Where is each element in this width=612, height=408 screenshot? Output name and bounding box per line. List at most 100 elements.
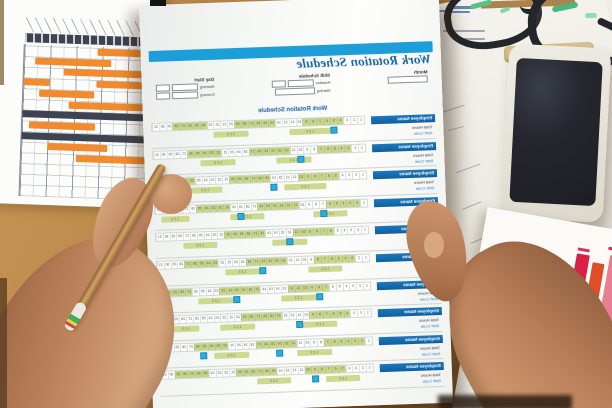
day-cell: 23 [210, 232, 218, 240]
day-cell: 3 [344, 144, 352, 152]
desk-edge-shadow [0, 278, 7, 408]
employee-sub2: Shift Code [414, 157, 434, 164]
day-cell: 13 [278, 229, 287, 237]
form-month: Month [387, 69, 428, 84]
shift-span: 1 2 3 [198, 296, 234, 305]
day-cell: 10 [300, 256, 308, 264]
highlight-square [311, 375, 320, 383]
employee-band: Employee Name [370, 114, 436, 125]
day-cell: 16 [256, 175, 264, 183]
day-cell: 20 [234, 341, 242, 349]
day-cell: 15 [269, 340, 277, 348]
day-cell: 1 [357, 116, 365, 124]
day-cell: 19 [237, 231, 245, 239]
day-cell: 18 [243, 203, 251, 211]
day-cell: 17 [247, 120, 255, 128]
day-cell: 8 [309, 118, 317, 126]
day-cell: 18 [248, 341, 256, 349]
day-cell: 9 [307, 256, 315, 264]
day-cell: 26 [187, 150, 195, 158]
day-cell: 4 [342, 282, 350, 290]
day-cell: 17 [254, 313, 262, 321]
day-cell: 1 [364, 337, 372, 345]
day-cell: 25 [197, 260, 205, 268]
day-cell: 12 [284, 201, 292, 210]
paper-text-line [443, 30, 485, 32]
day-cell: 21 [225, 259, 233, 267]
day-cell: 20 [232, 258, 240, 267]
day-cell: 3 [343, 117, 351, 125]
day-cell: 4 [338, 172, 346, 180]
evening-field2 [156, 92, 171, 100]
employee-sub1: Total Hours [414, 179, 435, 186]
day-cell: 13 [279, 257, 287, 265]
shift-span: 1 2 3 [313, 209, 348, 218]
day-cell: 19 [234, 120, 242, 129]
day-cell: 25 [193, 122, 201, 130]
shift-span: 1 2 3 [256, 377, 292, 385]
day-cell: 11 [290, 174, 298, 182]
day-cell: 14 [269, 147, 277, 155]
day-cell: 1 [358, 144, 366, 152]
day-cell: 2 [350, 116, 358, 125]
day-cell: 18 [246, 286, 254, 294]
day-cell: 25 [195, 205, 203, 213]
day-cell: 20 [232, 286, 241, 294]
day-cell: 14 [274, 312, 283, 320]
gantt-bar [68, 101, 151, 112]
shift-span: 1 2 3 [325, 375, 361, 383]
employee-sub2: Shift Code [422, 378, 442, 385]
day-cell: 5 [337, 338, 345, 346]
day-cell: 18 [241, 148, 249, 156]
day-cell: 22 [216, 204, 224, 212]
day-cell: 15 [262, 147, 270, 155]
day-cell: 7 [316, 118, 324, 126]
day-cell: 23 [206, 121, 214, 130]
employee-sub1: Total Hours [418, 317, 440, 323]
gantt-bar [28, 121, 95, 131]
day-cell: 23 [214, 342, 222, 350]
shift-span: 1 2 3 [289, 127, 332, 136]
day-cell: 26 [191, 288, 200, 296]
day-cell: 11 [297, 367, 305, 375]
day-cell: 23 [212, 287, 220, 295]
day-cell: 8 [311, 173, 319, 181]
day-cell: 16 [255, 147, 263, 155]
gantt-separator [22, 110, 155, 122]
day-cell: 3 [350, 310, 358, 318]
day-cell: 16 [257, 202, 265, 211]
day-cell: 16 [259, 258, 267, 266]
day-cell: 7 [321, 283, 329, 291]
day-cell: 6 [325, 200, 333, 208]
day-cell: 3 [347, 227, 355, 235]
day-grid: 1 2 3 4 5 6 7 8 9 10 11 12 13 14 15 16 17 18 19 20 21 22 23 24 2… [152, 143, 367, 168]
day-cell: 10 [297, 173, 305, 182]
day-cell: 10 [301, 284, 309, 292]
month-field [387, 75, 428, 84]
starting-field [274, 87, 316, 96]
paper-text-line [455, 38, 485, 40]
day-cell: 19 [242, 369, 250, 377]
day-cell: 17 [248, 147, 256, 156]
highlight-square [315, 292, 324, 300]
day-cell: 11 [292, 229, 300, 237]
day-cell: 12 [288, 312, 296, 320]
day-cell: 10 [298, 201, 306, 209]
day-cell: 11 [295, 312, 303, 320]
day-cell: 5 [332, 200, 340, 208]
gantt-bar [63, 68, 150, 79]
day-cell: 24 [203, 232, 211, 240]
day-cell: 27 [179, 122, 187, 131]
day-cell: 12 [287, 284, 295, 292]
day-cell: 23 [215, 370, 223, 378]
day-cell: 6 [328, 283, 336, 291]
day-cell: 25 [201, 370, 209, 378]
day-cell: 22 [218, 259, 226, 267]
day-cell: 24 [206, 315, 214, 323]
day-cell: 28 [177, 260, 185, 269]
highlight-square [286, 238, 294, 246]
day-cell: 4 [337, 144, 345, 153]
day-cell: 16 [263, 368, 271, 376]
day-cell: 25 [194, 177, 203, 185]
day-cell: 19 [235, 176, 244, 184]
